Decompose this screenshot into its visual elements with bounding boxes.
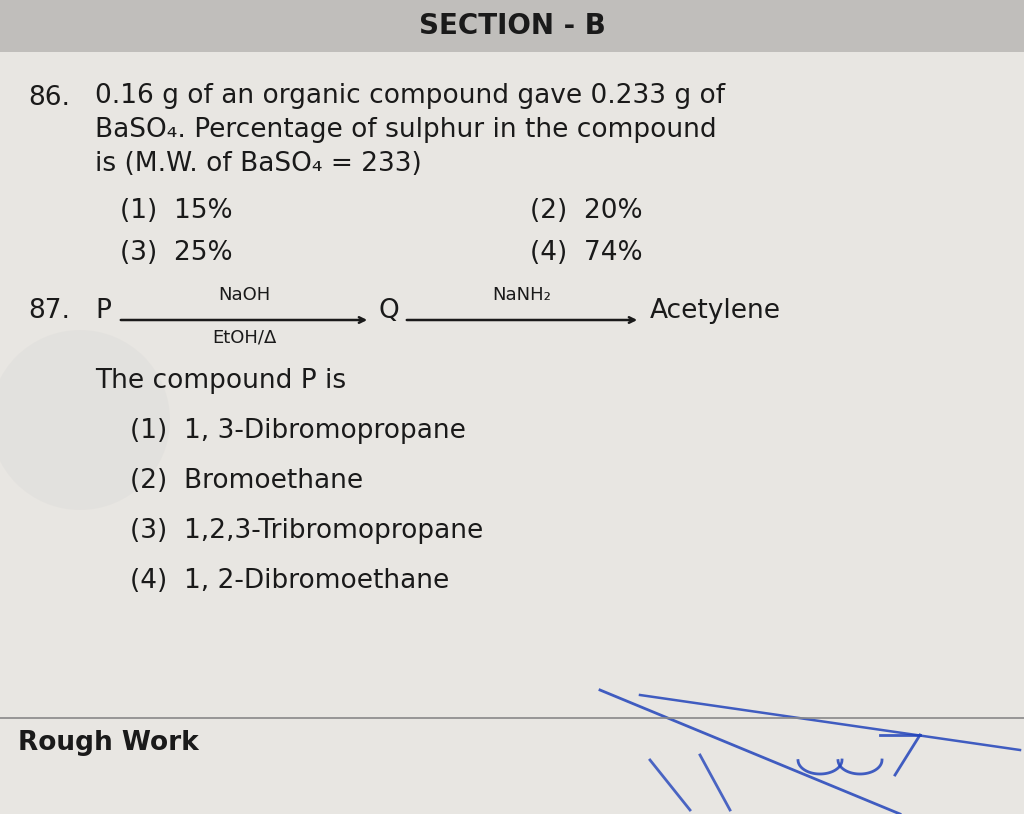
Bar: [0, 0, 1024, 52]
Text: Rough Work: Rough Work: [18, 730, 199, 756]
Text: (1)  15%: (1) 15%: [120, 198, 232, 224]
Text: (2)  Bromoethane: (2) Bromoethane: [130, 468, 364, 494]
Text: 87.: 87.: [28, 298, 70, 324]
Text: The compound P is: The compound P is: [95, 368, 346, 394]
Text: (1)  1, 3-Dibromopropane: (1) 1, 3-Dibromopropane: [130, 418, 466, 444]
Text: Q: Q: [378, 298, 398, 324]
Text: 0.16 g of an organic compound gave 0.233 g of: 0.16 g of an organic compound gave 0.233…: [95, 83, 725, 109]
Text: NaNH₂: NaNH₂: [493, 286, 552, 304]
Text: BaSO₄. Percentage of sulphur in the compound: BaSO₄. Percentage of sulphur in the comp…: [95, 117, 717, 143]
Text: (4)  74%: (4) 74%: [530, 240, 643, 266]
Text: NaOH: NaOH: [218, 286, 270, 304]
Text: Acetylene: Acetylene: [650, 298, 781, 324]
Text: (4)  1, 2-Dibromoethane: (4) 1, 2-Dibromoethane: [130, 568, 450, 594]
Text: EtOH/Δ: EtOH/Δ: [212, 328, 276, 346]
Text: (3)  25%: (3) 25%: [120, 240, 232, 266]
Circle shape: [0, 330, 170, 510]
Text: is (M.W. of BaSO₄ = 233): is (M.W. of BaSO₄ = 233): [95, 151, 422, 177]
Text: (3)  1,2,3-Tribromopropane: (3) 1,2,3-Tribromopropane: [130, 518, 483, 544]
Text: (2)  20%: (2) 20%: [530, 198, 643, 224]
Text: SECTION - B: SECTION - B: [419, 12, 605, 40]
Text: 86.: 86.: [28, 85, 70, 111]
Text: P: P: [95, 298, 111, 324]
